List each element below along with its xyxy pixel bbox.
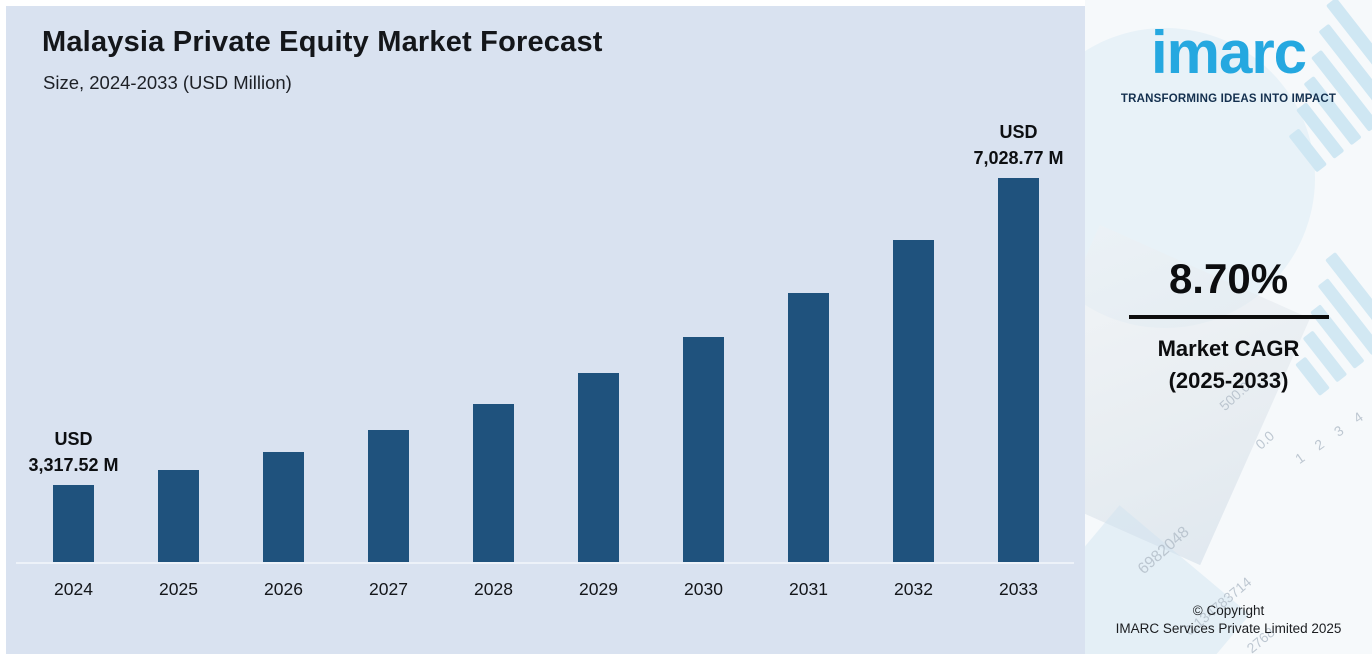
copyright-line2: IMARC Services Private Limited 2025 <box>1115 621 1342 636</box>
imarc-logo-tagline: TRANSFORMING IDEAS INTO IMPACT <box>1120 93 1337 105</box>
copyright: © Copyright IMARC Services Private Limit… <box>1085 602 1372 638</box>
bar-2030 <box>683 337 724 562</box>
bar-value-label-2033: USD 7,028.77 M <box>973 122 1064 168</box>
bar-column-2029: 2029 <box>546 96 651 599</box>
x-tick-label-2033: 2033 <box>999 579 1038 599</box>
cagr-label-line1: Market CAGR <box>1157 336 1300 361</box>
x-tick-label-2029: 2029 <box>579 579 618 599</box>
x-tick-label-2031: 2031 <box>789 579 828 599</box>
cagr-block: 8.70% Market CAGR (2025-2033) <box>1085 255 1372 397</box>
x-tick-label-2030: 2030 <box>684 579 723 599</box>
bar-2029 <box>578 373 619 562</box>
imarc-logo-text: imarc <box>1150 19 1307 86</box>
copyright-line1: © Copyright <box>1192 603 1265 618</box>
bar-2033 <box>998 178 1039 562</box>
bar-column-2026: 2026 <box>231 96 336 599</box>
bar-column-2025: 2025 <box>126 96 231 599</box>
bar-2032 <box>893 240 934 562</box>
decor-number: 6982048 <box>1134 523 1193 578</box>
bar-2028 <box>473 404 514 562</box>
cagr-divider <box>1128 315 1329 319</box>
x-tick-label-2028: 2028 <box>474 579 513 599</box>
chart-title: Malaysia Private Equity Market Forecast <box>42 26 603 58</box>
bar-column-2031: 2031 <box>756 96 861 599</box>
bar-2025 <box>158 470 199 562</box>
cagr-label-line2: (2025-2033) <box>1168 368 1289 393</box>
bar-column-2032: 2032 <box>861 96 966 599</box>
bar-2027 <box>368 430 409 562</box>
bar-column-2024: USD 3,317.52 M 2024 <box>21 96 126 599</box>
decor-number: 1 2 3 4 <box>1292 405 1371 467</box>
x-tick-label-2024: 2024 <box>54 579 93 599</box>
x-tick-label-2032: 2032 <box>894 579 933 599</box>
bar-2026 <box>263 452 304 562</box>
bar-2031 <box>788 293 829 562</box>
bar-value-label-2024: USD 3,317.52 M <box>28 429 119 475</box>
bar-column-2028: 2028 <box>441 96 546 599</box>
decor-number: 0.0 <box>1252 427 1278 453</box>
x-tick-label-2027: 2027 <box>369 579 408 599</box>
imarc-logo: imarc TRANSFORMING IDEAS INTO IMPACT <box>1085 6 1372 105</box>
bar-2024 <box>53 485 94 562</box>
bars-area: USD 3,317.52 M 2024 2025 2026 2027 2028 2029 203… <box>21 96 1071 599</box>
chart-subtitle: Size, 2024-2033 (USD Million) <box>43 72 292 93</box>
x-axis-line <box>16 562 1074 564</box>
x-tick-label-2026: 2026 <box>264 579 303 599</box>
x-tick-label-2025: 2025 <box>159 579 198 599</box>
bar-column-2030: 2030 <box>651 96 756 599</box>
bar-column-2033: USD 7,028.77 M 2033 <box>966 96 1071 599</box>
bar-column-2027: 2027 <box>336 96 441 599</box>
chart-panel: Malaysia Private Equity Market Forecast … <box>6 6 1085 654</box>
cagr-value: 8.70% <box>1168 255 1289 302</box>
sidebar: 500.0 0.0 1 2 3 4 6982048 0.134783714 27… <box>1085 0 1372 654</box>
